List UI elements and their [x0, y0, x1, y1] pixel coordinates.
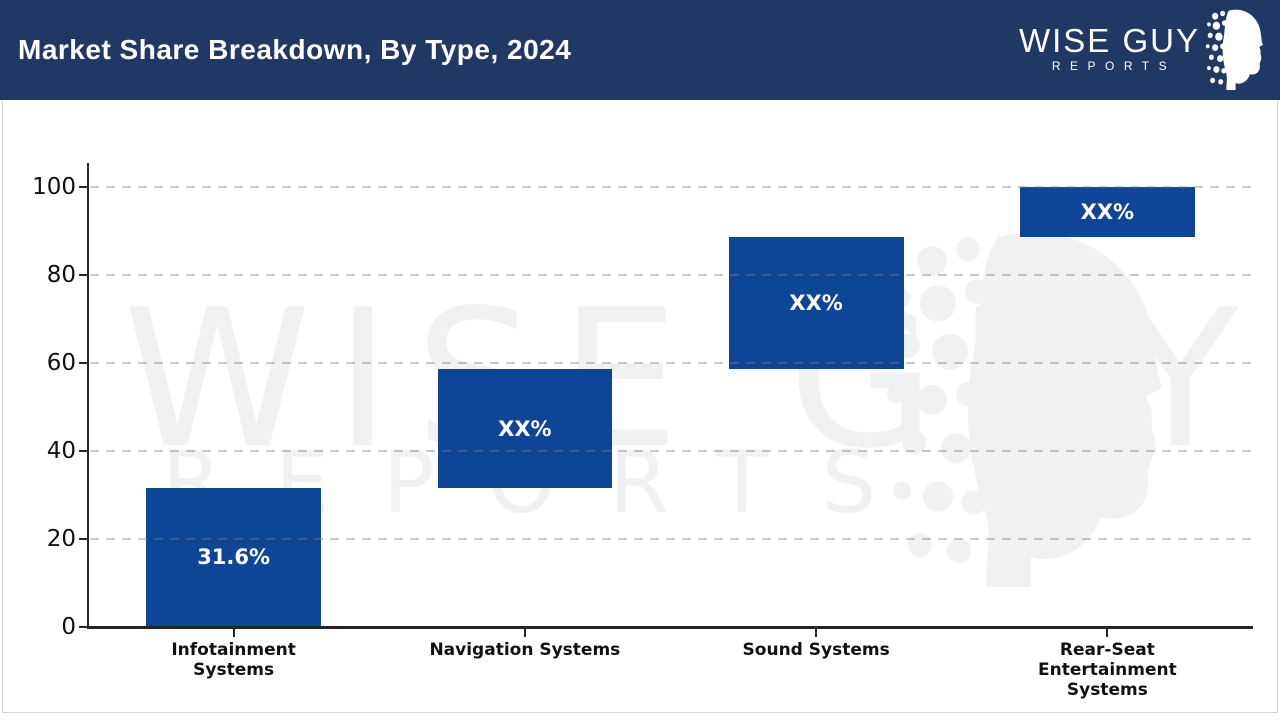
gridline — [90, 186, 1253, 188]
header-bar: Market Share Breakdown, By Type, 2024 WI… — [0, 0, 1280, 100]
y-axis-tick — [79, 186, 87, 188]
logo-text: WISE GUY REPORTS — [1019, 24, 1200, 73]
bar-segment — [1020, 187, 1195, 238]
y-axis-line — [87, 163, 89, 629]
bar-value-label: XX% — [789, 291, 843, 316]
watermark-face-icon — [887, 232, 1163, 587]
y-axis-tick — [79, 274, 87, 276]
x-axis-line — [87, 626, 1253, 629]
bar-value-label: 31.6% — [197, 545, 271, 570]
x-axis-tick — [1106, 629, 1109, 637]
bar-value-label: XX% — [498, 416, 552, 441]
y-axis-tick — [79, 538, 87, 540]
gridline — [90, 274, 1253, 276]
logo-face-icon — [1205, 9, 1263, 90]
logo-wordmark: WISE GUY — [1018, 22, 1200, 59]
x-category-label: Rear-Seat Entertainment Systems — [1037, 640, 1177, 700]
x-axis-tick — [523, 629, 526, 637]
x-axis-tick — [815, 629, 818, 637]
bar-segment — [437, 369, 613, 488]
x-category-label: Navigation Systems — [429, 640, 621, 660]
x-axis-tick — [232, 629, 235, 637]
y-tick-label: 60 — [46, 350, 76, 376]
gridline — [90, 538, 1253, 540]
x-category-label: Sound Systems — [742, 640, 890, 660]
y-tick-label: 80 — [46, 262, 76, 288]
y-axis-tick — [79, 362, 87, 364]
page-title: Market Share Breakdown, By Type, 2024 — [18, 34, 572, 65]
y-tick-label: 20 — [46, 526, 76, 552]
y-tick-label: 40 — [46, 438, 76, 464]
gridline — [90, 450, 1253, 452]
y-tick-label: 100 — [32, 174, 76, 200]
bar-value-label: XX% — [1080, 200, 1135, 225]
bar-segment — [146, 487, 321, 627]
gridline — [90, 362, 1253, 364]
y-axis-tick — [79, 450, 87, 452]
y-tick-label: 0 — [61, 614, 76, 640]
bar-segment — [728, 237, 904, 370]
x-category-label: Infotainment Systems — [171, 640, 296, 680]
logo-subtext: REPORTS — [1051, 59, 1177, 73]
y-axis-tick — [79, 626, 87, 628]
